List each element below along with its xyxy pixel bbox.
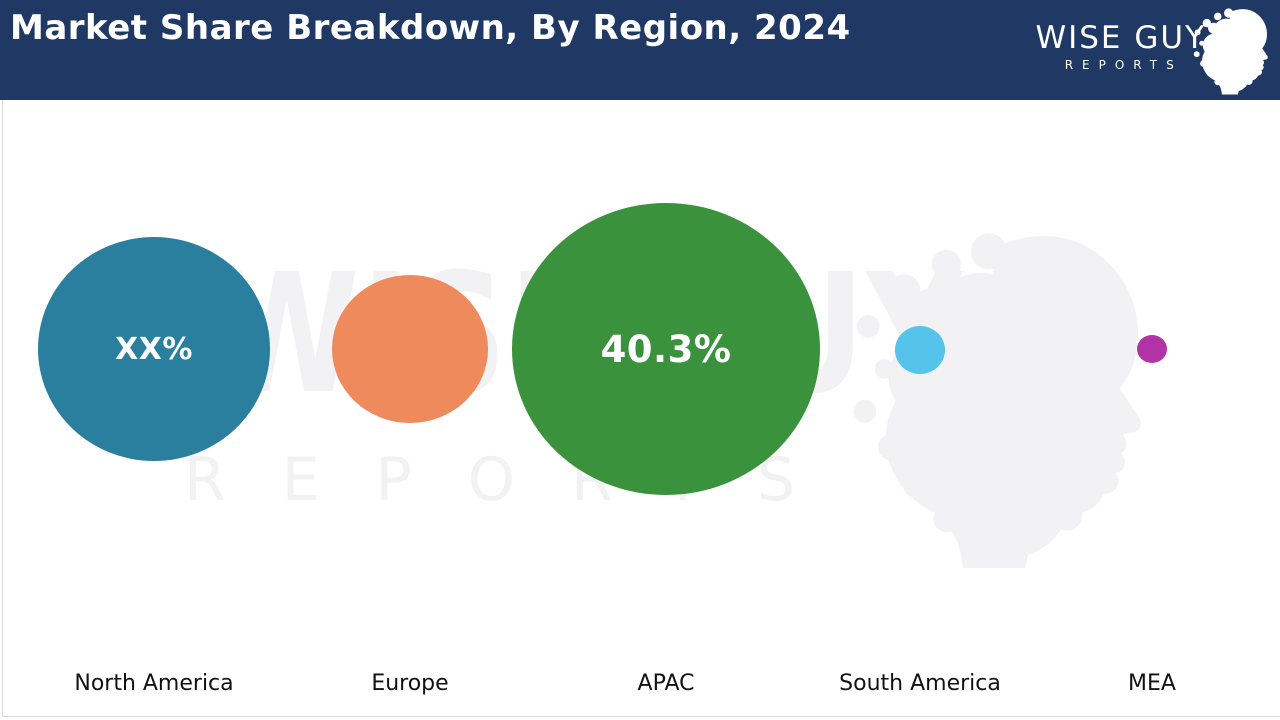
header-bar: Market Share Breakdown, By Region, 2024 …: [0, 0, 1280, 100]
bubble-europe: [332, 275, 488, 423]
bubble-mea: [1137, 335, 1167, 363]
category-label-north-america: North America: [74, 671, 234, 696]
x-axis-line: [2, 716, 1280, 717]
logo-wordmark: WISE GUY: [1035, 20, 1206, 56]
brand-logo-text: WISE GUY REPORTS: [1035, 22, 1206, 72]
wise-guy-head-icon: [1190, 4, 1274, 96]
category-label-apac: APAC: [637, 671, 695, 696]
bubble-north-america: XX%: [38, 237, 270, 461]
logo-subtext: REPORTS: [1064, 57, 1183, 72]
watermark-head-icon: [836, 222, 1168, 568]
page-title: Market Share Breakdown, By Region, 2024: [10, 8, 851, 48]
bubble-apac: 40.3%: [512, 203, 820, 495]
bubble-value-label-apac: 40.3%: [600, 327, 732, 371]
category-label-mea: MEA: [1128, 671, 1176, 696]
category-label-south-america: South America: [839, 671, 1001, 696]
bubble-value-label-north-america: XX%: [115, 331, 193, 367]
bubble-south-america: [895, 326, 945, 374]
brand-logo: WISE GUY REPORTS: [1035, 2, 1274, 96]
y-axis-line: [2, 100, 3, 717]
category-label-europe: Europe: [371, 671, 449, 696]
